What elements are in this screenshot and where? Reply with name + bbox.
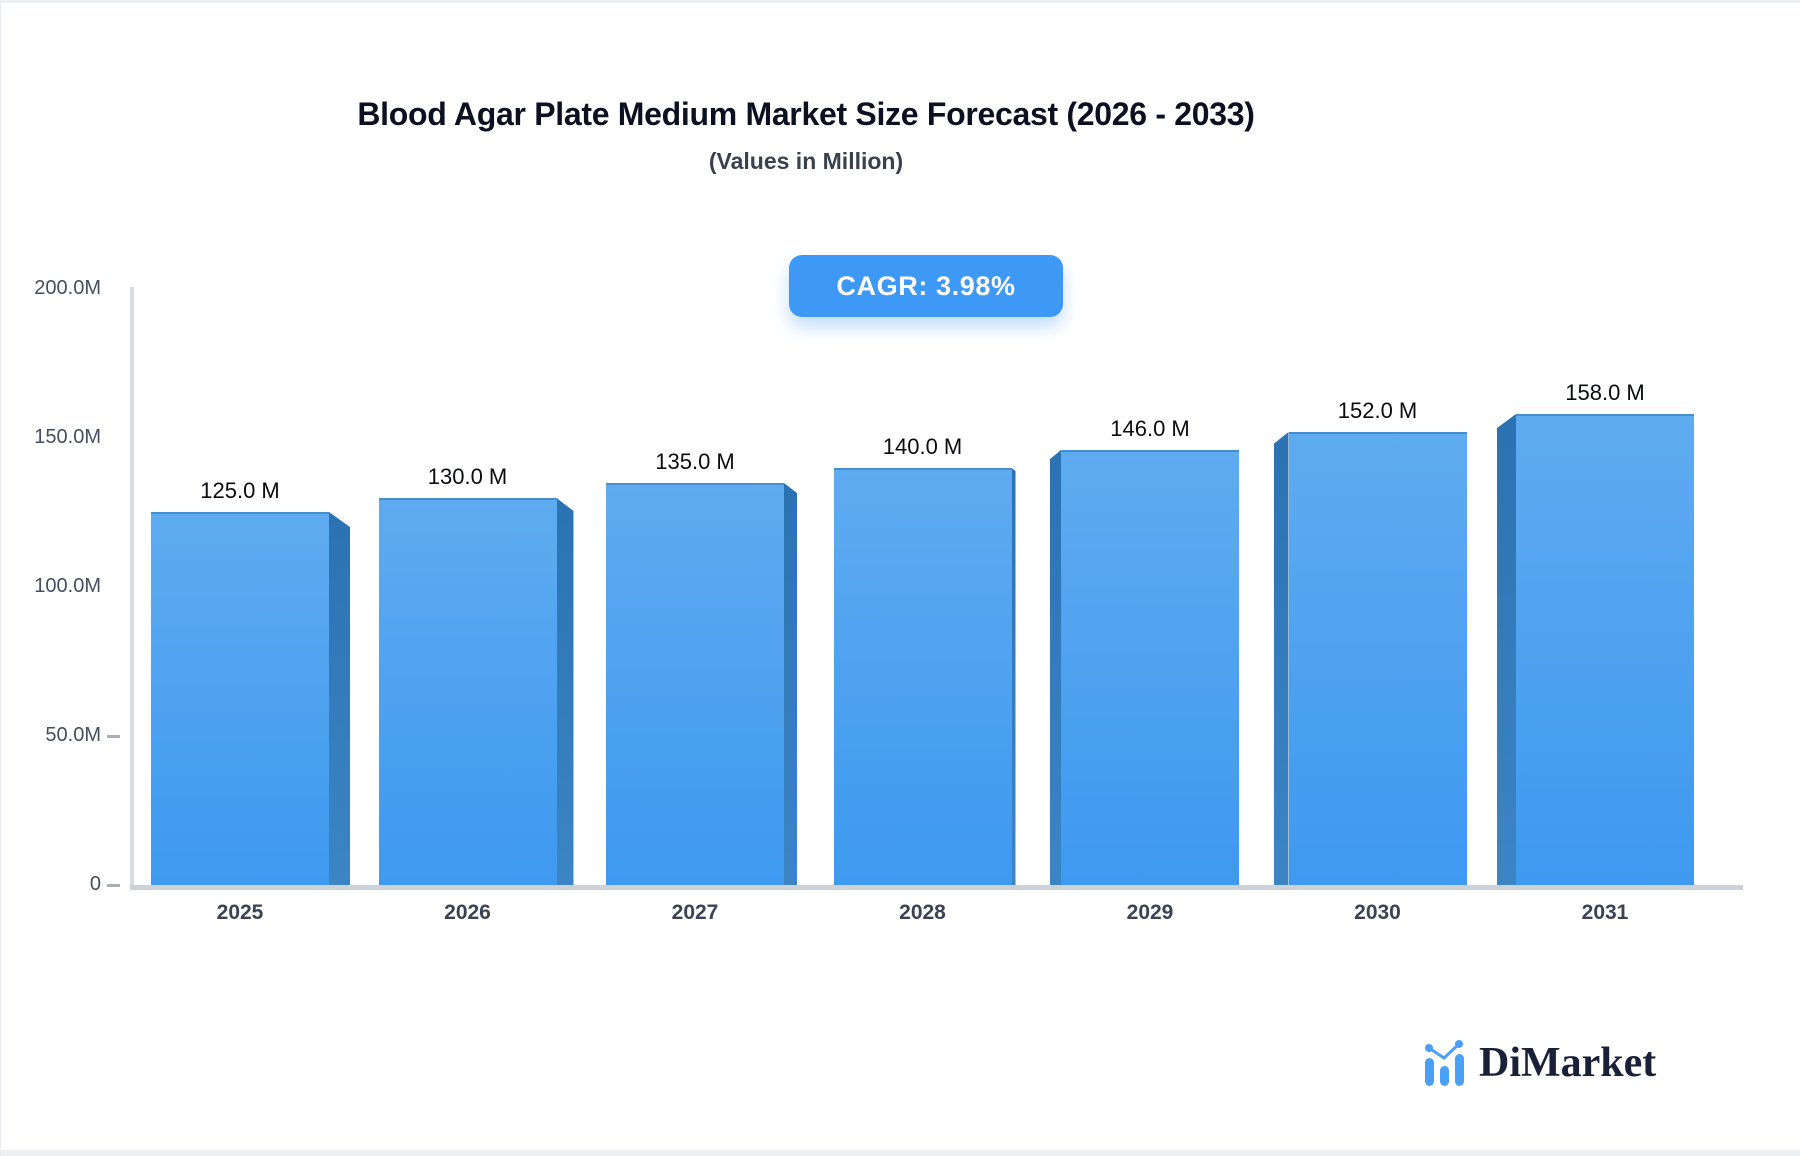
bar-value-label: 140.0 M (882, 434, 963, 459)
bar-value-label: 130.0 M (427, 464, 508, 489)
bar-2028 (833, 468, 1012, 885)
dimarket-logo: DiMarket (1423, 1038, 1656, 1088)
bottom-edge-divider (1, 1150, 1800, 1156)
chart-title: Blood Agar Plate Medium Market Size Fore… (357, 96, 1255, 132)
x-axis-baseline (130, 885, 1743, 890)
bar-3d-side (329, 512, 350, 885)
bar-value-label: 158.0 M (1565, 380, 1645, 405)
bar-3d-side (1273, 432, 1289, 885)
bar-value-label: 125.0 M (200, 478, 280, 503)
x-axis-label-2025: 2025 (216, 901, 264, 924)
top-edge-divider (1, 0, 1800, 3)
bar-2030 (1288, 432, 1467, 885)
y-axis-tick-mark (107, 884, 120, 887)
y-axis-tick-label: 150.0M (34, 426, 101, 448)
bar-value-label: 135.0 M (655, 449, 735, 474)
bar-3d-side (1011, 468, 1016, 885)
cagr-badge-label: CAGR: 3.98% (836, 270, 1016, 301)
cagr-badge: CAGR: 3.98% (789, 255, 1063, 317)
bar-3d-side (784, 483, 797, 885)
bar-3d-side (1050, 450, 1061, 885)
x-axis-label-2027: 2027 (671, 901, 719, 924)
bar-2025 (151, 512, 329, 885)
x-axis-label-2031: 2031 (1581, 901, 1629, 924)
x-axis-label-2026: 2026 (444, 901, 491, 924)
bar-2027 (606, 483, 784, 885)
y-axis-tick-mark (107, 735, 120, 738)
bar-2029 (1061, 450, 1239, 885)
dimarket-logo-text: DiMarket (1479, 1040, 1657, 1086)
y-axis-line (130, 287, 134, 890)
bar-value-label: 146.0 M (1110, 416, 1190, 441)
y-axis-tick-label: 100.0M (34, 575, 101, 597)
bar-3d-side (556, 498, 574, 885)
x-axis-label-2029: 2029 (1126, 901, 1174, 924)
x-axis-label-2030: 2030 (1354, 901, 1401, 924)
bar-2031 (1516, 414, 1694, 885)
y-axis-tick-label: 0 (89, 873, 101, 895)
chart-subtitle: (Values in Million) (708, 148, 904, 174)
bar-2026 (378, 498, 557, 885)
bar-3d-side (1497, 414, 1516, 885)
x-axis-label-2028: 2028 (899, 901, 946, 924)
y-axis-tick-label: 200.0M (34, 277, 101, 299)
bar-value-label: 152.0 M (1337, 398, 1418, 423)
y-axis-tick-label: 50.0M (45, 724, 101, 746)
mini-bar-chart-icon (1425, 1040, 1464, 1086)
